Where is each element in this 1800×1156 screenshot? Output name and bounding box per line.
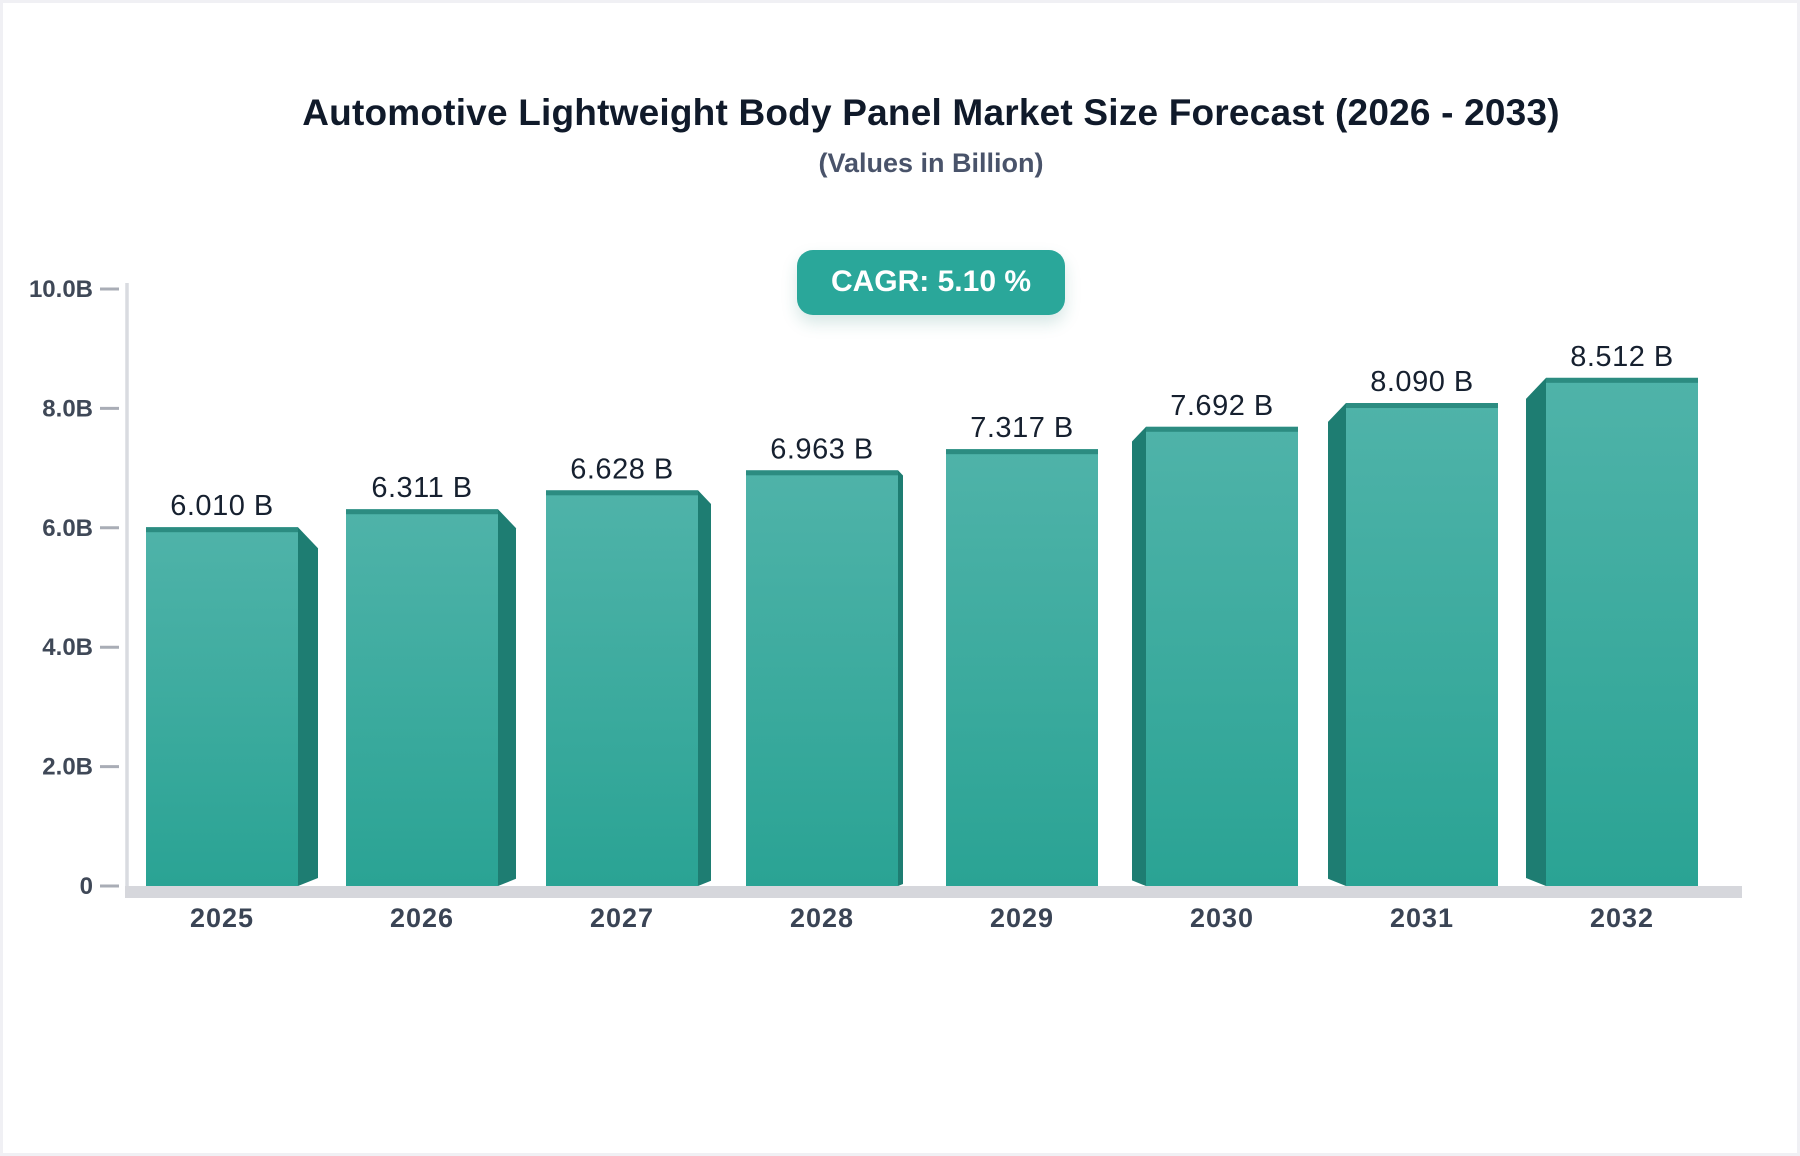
bar-top-edge <box>546 490 698 496</box>
bar-front-face <box>146 527 298 886</box>
bar-value-label: 6.010 B <box>170 490 273 522</box>
bar-side-face <box>298 527 318 886</box>
y-axis-tick-label: 2.0B <box>42 754 93 781</box>
bar-front-face <box>1346 403 1498 886</box>
bar-front-face <box>346 509 498 886</box>
bar-group-2025: 6.010 B 2025 <box>146 490 318 933</box>
bar-top-edge <box>1146 426 1298 432</box>
x-axis-label: 2028 <box>790 903 854 933</box>
bar-top-edge <box>146 527 298 533</box>
bar-side-face <box>498 509 516 886</box>
bar-top-edge <box>346 509 498 515</box>
bar-value-label: 8.512 B <box>1570 341 1673 373</box>
bar-top-edge <box>746 470 898 476</box>
bar-group-2028: 6.963 B 2028 <box>746 433 903 933</box>
chart-subtitle: (Values in Billion) <box>818 148 1044 178</box>
bar-value-label: 8.090 B <box>1370 366 1473 398</box>
bar-side-face <box>1328 403 1346 886</box>
x-axis-label: 2027 <box>590 903 654 933</box>
bar-group-2029: 7.317 B 2029 <box>946 412 1098 933</box>
bar-side-face <box>1132 426 1146 886</box>
bar-front-face <box>1146 426 1298 886</box>
bar-front-face <box>946 449 1098 886</box>
bar-side-face <box>1526 377 1546 886</box>
bar-value-label: 6.628 B <box>570 453 673 485</box>
x-axis-baseline <box>125 886 1742 898</box>
bar-group-2027: 6.628 B 2027 <box>546 453 711 933</box>
bar-side-face <box>898 470 903 886</box>
chart-title: Automotive Lightweight Body Panel Market… <box>302 92 1560 133</box>
cagr-badge-row: CAGR: 5.10 % <box>62 250 1800 315</box>
bar-front-face <box>1546 377 1698 886</box>
y-axis-tick-label: 4.0B <box>42 634 93 661</box>
bar-value-label: 7.692 B <box>1170 390 1273 422</box>
x-axis-label: 2032 <box>1590 903 1654 933</box>
cagr-badge: CAGR: 5.10 % <box>796 250 1066 315</box>
x-axis-label: 2026 <box>390 903 454 933</box>
bar-front-face <box>546 490 698 886</box>
y-axis-tick-label: 10.0B <box>29 276 93 303</box>
x-axis-label: 2029 <box>990 903 1054 933</box>
bar-group-2032: 8.512 B 2032 <box>1526 341 1698 933</box>
bar-value-label: 7.317 B <box>970 412 1073 444</box>
x-axis-label: 2031 <box>1390 903 1454 933</box>
bar-top-edge <box>1546 377 1698 383</box>
bar-group-2031: 8.090 B 2031 <box>1328 366 1498 933</box>
y-axis-tick-label: 6.0B <box>42 515 93 542</box>
y-axis-tick-label: 8.0B <box>42 395 93 422</box>
bar-group-2030: 7.692 B 2030 <box>1132 390 1298 933</box>
bar-top-edge <box>1346 403 1498 409</box>
bar-group-2026: 6.311 B 2026 <box>346 472 516 933</box>
x-axis-label: 2025 <box>190 903 254 933</box>
bar-value-label: 6.963 B <box>770 433 873 465</box>
bar-front-face <box>746 470 898 886</box>
bar-top-edge <box>946 449 1098 455</box>
bar-value-label: 6.311 B <box>371 472 472 504</box>
bar-side-face <box>698 490 711 886</box>
x-axis-label: 2030 <box>1190 903 1254 933</box>
y-axis-tick-label: 0 <box>80 873 93 900</box>
